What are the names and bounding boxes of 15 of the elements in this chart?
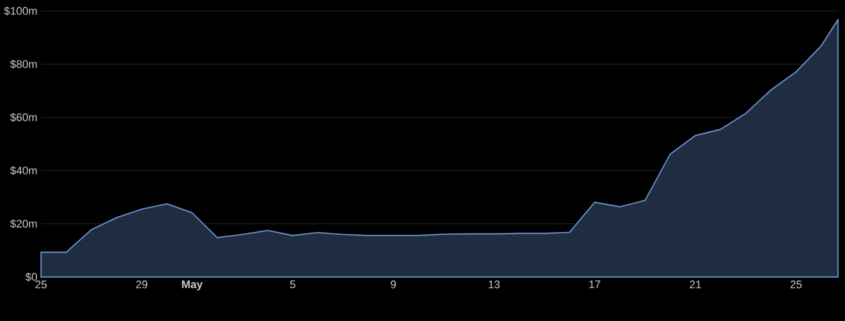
y-tick-label: $20m — [10, 219, 37, 228]
x-tick-label: 5 — [290, 280, 296, 288]
x-tick-label: May — [182, 280, 203, 290]
x-tick-label: 25 — [35, 280, 47, 288]
x-tick-label: 9 — [390, 280, 396, 288]
y-tick-label: $0 — [25, 272, 38, 282]
x-tick-label: 29 — [136, 280, 148, 288]
x-tick-label: 13 — [488, 280, 500, 288]
y-tick-label: $80m — [10, 60, 37, 69]
x-tick-label: 17 — [589, 280, 600, 288]
y-tick-label: $100m — [4, 6, 37, 16]
y-tick-label: $40m — [10, 166, 37, 176]
x-tick-label: 21 — [690, 280, 701, 288]
y-tick-label: $60m — [10, 112, 37, 122]
x-tick-label: 25 — [790, 280, 802, 288]
